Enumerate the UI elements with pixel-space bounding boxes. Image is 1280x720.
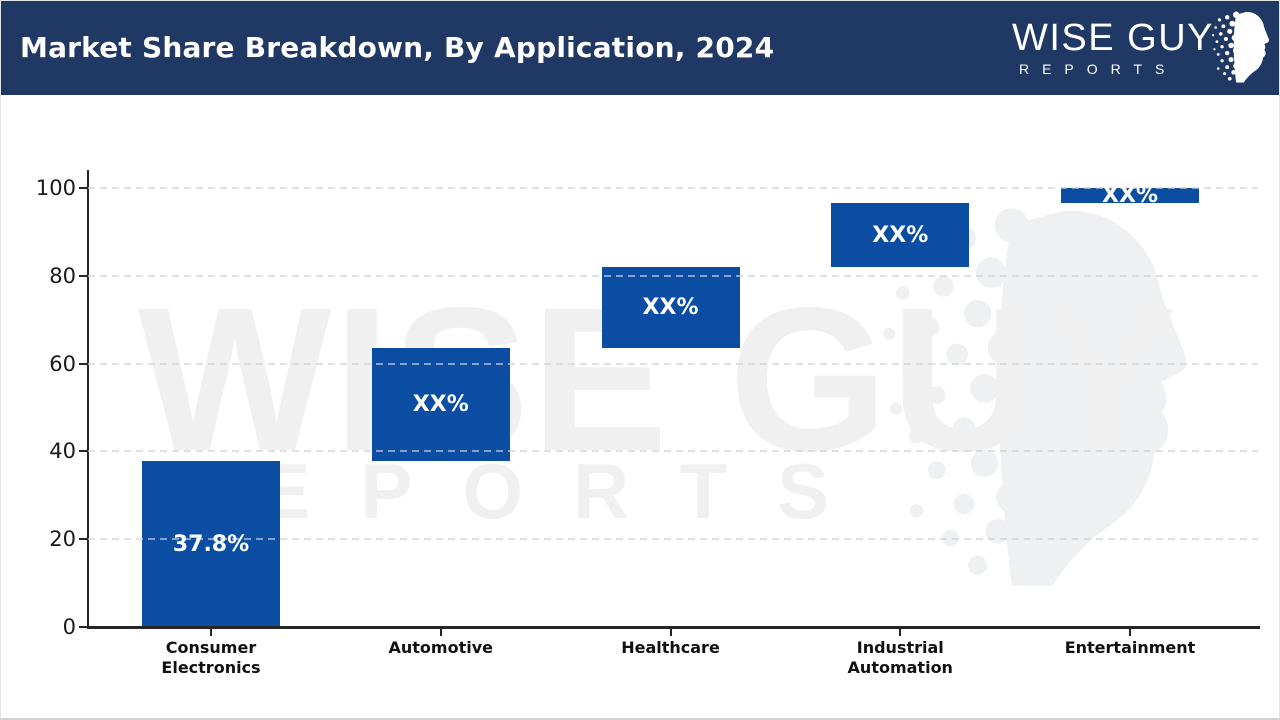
category-label: Industrial Automation	[847, 638, 953, 678]
logo-line2: REPORTS	[1018, 61, 1178, 77]
gridline-100	[88, 187, 1258, 189]
y-axis-line	[87, 170, 89, 629]
y-tick-label: 80	[49, 263, 76, 288]
x-axis-line	[87, 626, 1260, 629]
category-label: Healthcare	[621, 638, 720, 657]
y-tick-mark	[79, 538, 87, 541]
x-tick-mark	[210, 629, 212, 636]
gridline-80	[88, 274, 1258, 277]
bar-segment-5	[1061, 188, 1199, 204]
header-bar: Market Share Breakdown, By Application, …	[0, 0, 1280, 95]
logo-line1: WISE GUY	[1011, 17, 1214, 59]
x-tick-mark	[439, 629, 442, 636]
y-tick-label: 20	[49, 527, 76, 552]
y-tick-mark	[79, 187, 87, 189]
wise-guy-logo: WISE GUY REPORTS	[1012, 0, 1272, 95]
logo-head-icon	[1211, 11, 1270, 83]
category-label: Automotive	[388, 638, 494, 657]
y-tick-label: 40	[49, 439, 76, 464]
bar-value-label: 37.8%	[172, 531, 250, 557]
bar-value-label: XX%	[642, 295, 699, 321]
y-tick-label: 0	[62, 615, 76, 639]
y-tick-label: 60	[49, 351, 76, 376]
bar-segment-3	[601, 267, 740, 349]
y-tick-mark	[79, 450, 87, 453]
chart-title: Market Share Breakdown, By Application, …	[20, 31, 775, 64]
bar-segment-2	[371, 348, 510, 462]
x-tick-mark	[669, 629, 672, 636]
bar-value-label: XX%	[872, 222, 929, 248]
bar-value-label: XX%	[1102, 183, 1158, 209]
x-tick-mark	[899, 629, 902, 636]
y-tick-mark	[79, 274, 87, 277]
gridline-60	[88, 362, 1258, 365]
plot-area: 0 20 40 60 80 100 37.8% Consumer Electronics XX%…	[0, 95, 1280, 720]
y-tick-mark	[79, 362, 87, 365]
category-label: Consumer Electronics	[161, 638, 261, 678]
gridline-40	[88, 450, 1258, 453]
bar-segment-1	[142, 461, 280, 627]
y-tick-mark	[79, 626, 87, 628]
y-tick-label: 100	[35, 176, 76, 200]
gridline-20	[88, 538, 1258, 541]
x-tick-mark	[1129, 629, 1131, 636]
bar-value-label: XX%	[412, 392, 469, 418]
logo-wordmark: WISE GUY REPORTS	[1012, 19, 1214, 76]
category-label: Entertainment	[1064, 638, 1196, 657]
